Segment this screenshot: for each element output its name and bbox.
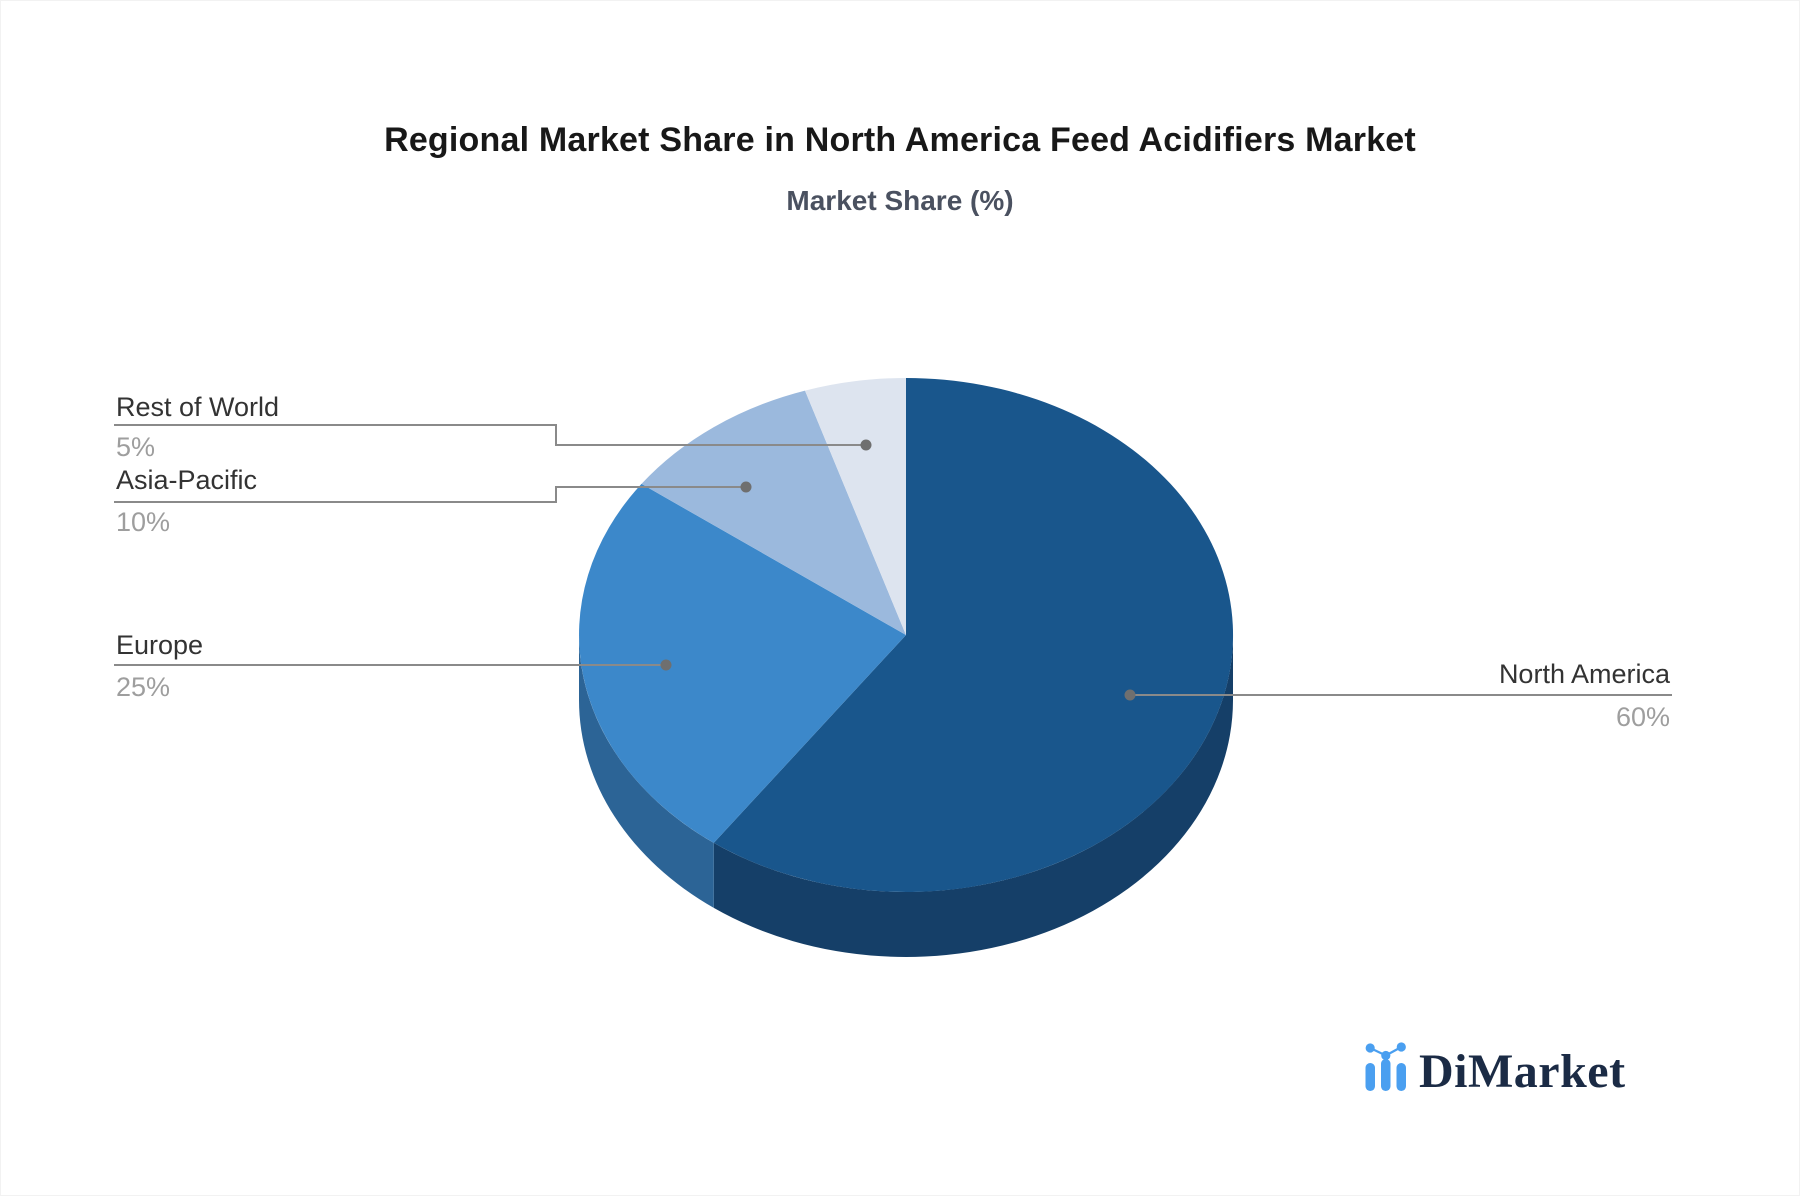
pie-value-europe: 25%	[116, 672, 171, 702]
leader-dot-asia-pacific	[740, 481, 752, 493]
leader-dot-rest-of-world	[860, 439, 872, 451]
leader-line-asia-pacific	[114, 486, 746, 503]
pie-label-rest-of-world: Rest of World	[116, 392, 280, 422]
pie-value-asia-pacific: 10%	[116, 507, 171, 537]
logo-bar-right	[1396, 1063, 1406, 1091]
pie-value-rest-of-world: 5%	[116, 432, 156, 462]
dimarket-logo-icon	[1365, 1042, 1406, 1091]
pie-slice-north-america	[713, 378, 1234, 892]
pie-slice-europe	[579, 483, 906, 843]
leader-dot-north-america	[1124, 689, 1136, 701]
pie-slice-side-north-america	[713, 635, 1233, 957]
pie-slice-asia-pacific	[641, 390, 906, 635]
chart-subtitle: Market Share (%)	[786, 185, 1014, 216]
logo-dot-middle	[1381, 1050, 1391, 1061]
pie-slice-rest-of-world	[805, 378, 906, 635]
chart-title: Regional Market Share in North America F…	[384, 121, 1416, 159]
pie-label-asia-pacific: Asia-Pacific	[116, 465, 258, 495]
dimarket-logo-text: DiMarket	[1419, 1045, 1626, 1099]
logo-bar-left	[1365, 1063, 1375, 1091]
leader-dot-europe	[660, 659, 672, 671]
logo-dot-right	[1396, 1042, 1406, 1052]
logo-bar-middle	[1381, 1059, 1391, 1091]
pie-slice-side-europe	[579, 635, 714, 908]
logo-dot-left	[1365, 1043, 1375, 1053]
pie-label-europe: Europe	[116, 630, 204, 660]
pie-label-north-america: North America	[1498, 659, 1670, 689]
leader-line-rest-of-world	[114, 424, 866, 446]
pie-value-north-america: 60%	[1615, 702, 1670, 732]
dimarket-logo: DiMarket	[1364, 1041, 1626, 1099]
